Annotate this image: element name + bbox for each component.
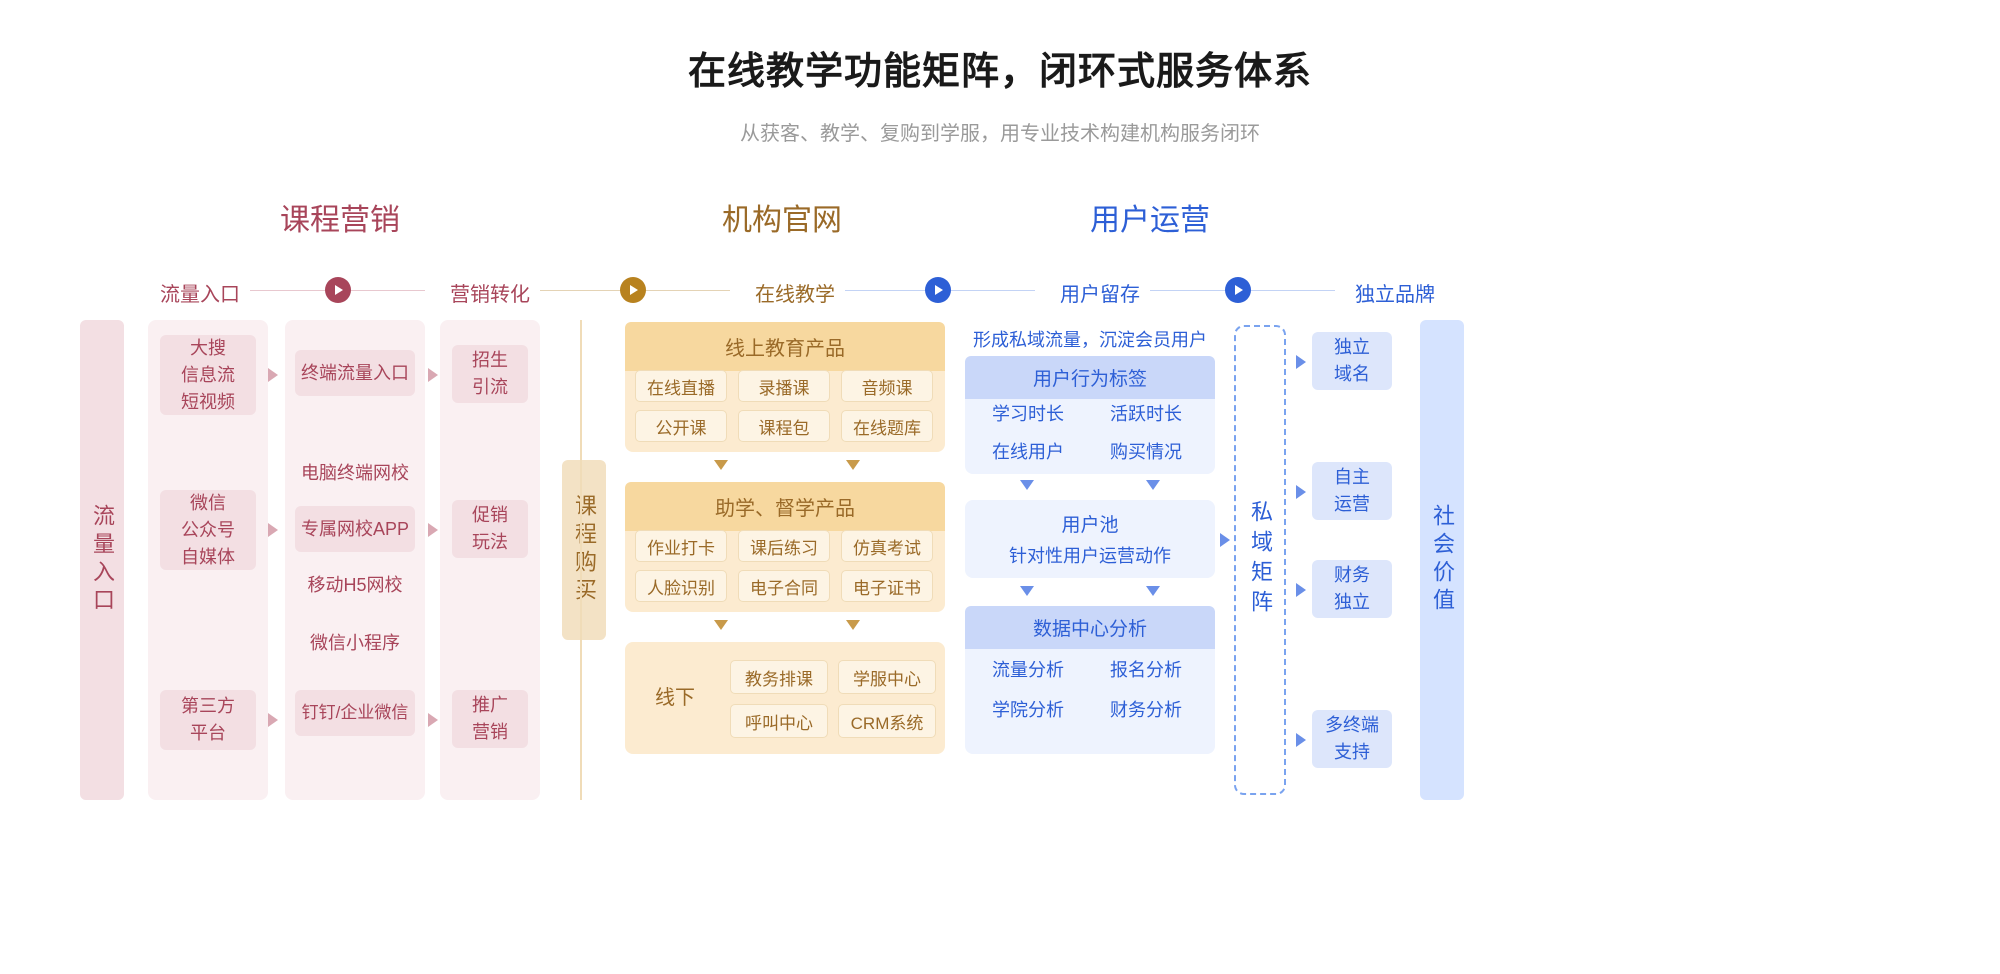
og2-i2: 仿真考试: [841, 530, 933, 562]
arrow-icon: [846, 620, 860, 630]
section-ops: 用户运营: [1090, 195, 1210, 239]
chan-5: 钉钉/企业微信: [295, 690, 415, 736]
page-title: 在线教学功能矩阵，闭环式服务体系: [0, 0, 2000, 95]
opg3-title: 数据中心分析: [965, 606, 1215, 649]
brand-1: 自主 运营: [1312, 462, 1392, 520]
arrow-icon: [268, 713, 278, 727]
og3-i1: 学服中心: [838, 660, 936, 694]
og2-i1: 课后练习: [738, 530, 830, 562]
opg1-i1: 活跃时长: [1110, 400, 1182, 426]
traffic-2: 微信 公众号 自媒体: [160, 490, 256, 570]
arrow-icon: [1296, 583, 1306, 597]
og1-i4: 课程包: [738, 410, 830, 442]
stage-2: 营销转化: [450, 278, 530, 307]
brand-3: 多终端 支持: [1312, 710, 1392, 768]
stage-3: 在线教学: [755, 278, 835, 307]
arrow-icon: [714, 620, 728, 630]
og2-i3: 人脸识别: [635, 570, 727, 602]
arrow-icon: [1146, 586, 1160, 596]
og3-i2: 呼叫中心: [730, 704, 828, 738]
opg3-i2: 学院分析: [992, 696, 1064, 722]
arrow-icon: [268, 368, 278, 382]
og1-title: 线上教育产品: [625, 322, 945, 371]
og1-i3: 公开课: [635, 410, 727, 442]
vbar-right: 社会价值: [1420, 320, 1464, 800]
arrow-icon: [268, 523, 278, 537]
arrow-icon: [1296, 485, 1306, 499]
opg3-i1: 报名分析: [1110, 656, 1182, 682]
play-icon: [325, 277, 351, 303]
chan-2: 专属网校APP: [295, 506, 415, 552]
opg1-i3: 购买情况: [1110, 438, 1182, 464]
stage-row: 流量入口 营销转化 在线教学 用户留存 独立品牌: [150, 276, 1930, 306]
opg2-sub: 针对性用户运营动作: [965, 542, 1215, 568]
og2-i0: 作业打卡: [635, 530, 727, 562]
opg1-i2: 在线用户: [992, 438, 1064, 464]
og2-title: 助学、督学产品: [625, 482, 945, 531]
arrow-icon: [1146, 480, 1160, 490]
section-marketing: 课程营销: [280, 195, 400, 239]
stage-1: 流量入口: [160, 278, 240, 307]
arrow-icon: [428, 713, 438, 727]
chan-1: 电脑终端网校: [295, 456, 415, 490]
arrow-icon: [1296, 733, 1306, 747]
conv-1: 促销 玩法: [452, 500, 528, 558]
traffic-3: 第三方 平台: [160, 690, 256, 750]
arrow-icon: [1296, 355, 1306, 369]
conv-2: 推广 营销: [452, 690, 528, 748]
og3-title: 线下: [625, 642, 725, 754]
og3-i3: CRM系统: [838, 704, 936, 738]
opg3-i0: 流量分析: [992, 656, 1064, 682]
og1-i2: 音频课: [841, 370, 933, 402]
brand-0: 独立 域名: [1312, 332, 1392, 390]
opg1-title: 用户行为标签: [965, 356, 1215, 399]
opg1-i0: 学习时长: [992, 400, 1064, 426]
og2-i4: 电子合同: [738, 570, 830, 602]
arrow-icon: [846, 460, 860, 470]
play-icon: [1225, 277, 1251, 303]
traffic-1: 大搜 信息流 短视频: [160, 335, 256, 415]
og1-i5: 在线题库: [841, 410, 933, 442]
og3-i0: 教务排课: [730, 660, 828, 694]
arrow-icon: [1220, 533, 1230, 547]
vbar-dashed: 私域矩阵: [1234, 325, 1286, 795]
arrow-icon: [428, 523, 438, 537]
og2-i5: 电子证书: [841, 570, 933, 602]
play-icon: [925, 277, 951, 303]
arrow-icon: [1020, 586, 1034, 596]
conv-0: 招生 引流: [452, 345, 528, 403]
ops-caption: 形成私域流量，沉淀会员用户: [960, 326, 1220, 352]
chan-0: 终端流量入口: [295, 350, 415, 396]
section-official: 机构官网: [722, 195, 842, 239]
og1-i0: 在线直播: [635, 370, 727, 402]
opg2-title: 用户池: [965, 510, 1215, 537]
play-icon: [620, 277, 646, 303]
brand-2: 财务 独立: [1312, 560, 1392, 618]
page-subtitle: 从获客、教学、复购到学服，用专业技术构建机构服务闭环: [0, 117, 2000, 146]
vbar-left: 流量入口: [80, 320, 124, 800]
stage-4: 用户留存: [1060, 278, 1140, 307]
og1-i1: 录播课: [738, 370, 830, 402]
chan-3: 移动H5网校: [295, 568, 415, 602]
stage-5: 独立品牌: [1355, 278, 1435, 307]
vbar-mid: 课程购买: [562, 460, 606, 640]
opg3-i3: 财务分析: [1110, 696, 1182, 722]
arrow-icon: [428, 368, 438, 382]
arrow-icon: [714, 460, 728, 470]
chan-4: 微信小程序: [295, 626, 415, 660]
arrow-icon: [1020, 480, 1034, 490]
